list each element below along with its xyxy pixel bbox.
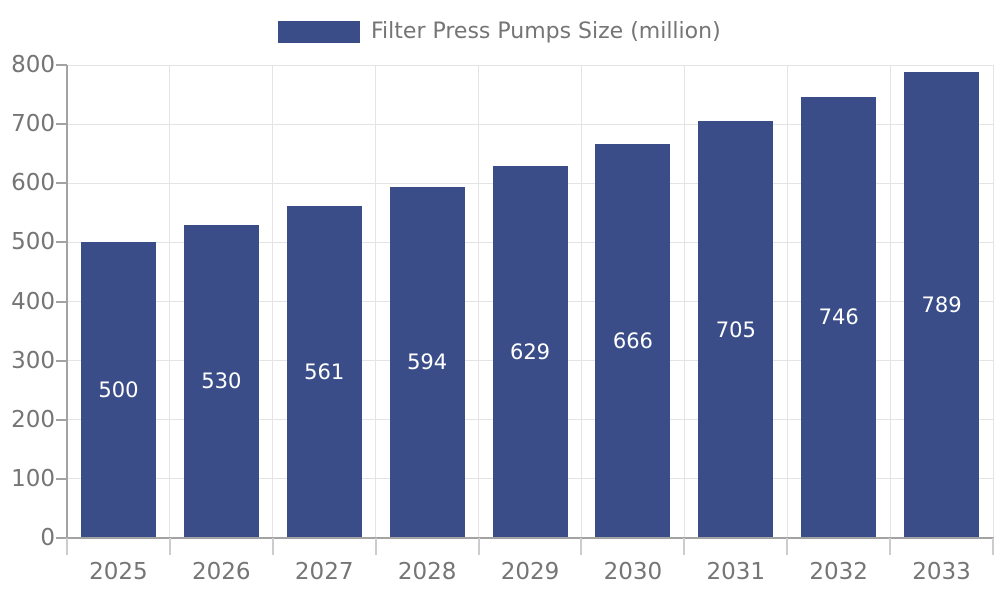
bar-2031: 705	[698, 121, 774, 538]
gridline-vertical	[889, 65, 891, 538]
y-axis-label: 300	[11, 347, 55, 374]
x-axis-label: 2025	[89, 559, 148, 585]
x-axis-label: 2032	[809, 559, 868, 585]
y-axis-tick	[56, 477, 67, 480]
x-axis-label: 2028	[397, 559, 457, 585]
y-axis-label: 0	[40, 525, 55, 551]
bar-2029: 629	[492, 166, 568, 538]
bar-value-label: 746	[818, 305, 859, 330]
x-axis-tick	[683, 538, 686, 555]
gridline-vertical	[478, 65, 480, 538]
y-axis-tick	[56, 182, 67, 185]
y-axis-label: 700	[11, 111, 55, 138]
y-axis-tick	[56, 359, 67, 362]
x-axis-tick	[786, 538, 789, 555]
gridline-vertical	[580, 65, 582, 538]
gridline-horizontal	[67, 123, 993, 125]
bar-2032: 746	[801, 96, 877, 538]
y-axis-tick	[56, 300, 67, 303]
x-axis-label: 2029	[500, 559, 560, 585]
legend-label: Filter Press Pumps Size (million)	[371, 19, 721, 44]
gridline-vertical	[169, 65, 171, 538]
y-axis-label: 500	[11, 229, 55, 256]
legend-swatch	[278, 21, 360, 43]
y-axis-line	[66, 65, 68, 538]
y-axis-tick	[56, 123, 67, 126]
gridline-vertical	[375, 65, 377, 538]
y-axis-tick	[56, 537, 67, 539]
x-axis-label: 2033	[912, 559, 971, 585]
y-axis-tick	[56, 64, 67, 66]
x-axis-label: 2030	[603, 559, 663, 585]
bar-2028: 594	[389, 186, 465, 538]
y-axis-tick	[56, 418, 67, 421]
bar-value-label: 594	[407, 350, 448, 375]
y-axis-label: 100	[11, 465, 55, 492]
bar-2025: 500	[80, 242, 156, 538]
bar-value-label: 705	[715, 317, 756, 342]
gridline-vertical	[786, 65, 788, 538]
x-axis-tick	[271, 538, 274, 555]
x-axis-tick	[168, 538, 171, 555]
y-axis-label: 800	[11, 52, 55, 78]
x-axis-tick	[580, 538, 583, 555]
bar-value-label: 629	[509, 340, 551, 365]
bar-value-label: 530	[201, 369, 242, 394]
bar-value-label: 500	[98, 378, 139, 403]
x-axis-tick	[992, 538, 994, 555]
x-axis-tick	[374, 538, 377, 555]
bar-value-label: 666	[612, 329, 653, 354]
x-axis-tick	[477, 538, 480, 555]
bar-2033: 789	[904, 71, 980, 538]
bar-2027: 561	[286, 206, 362, 538]
gridline-horizontal	[67, 64, 993, 66]
y-axis-label: 200	[11, 406, 55, 433]
x-axis-tick	[889, 538, 892, 555]
gridline-vertical	[272, 65, 274, 538]
bar-2026: 530	[183, 224, 259, 538]
gridline-vertical	[683, 65, 685, 538]
bar-value-label: 789	[921, 292, 962, 317]
y-axis-label: 400	[11, 288, 55, 315]
bar-2030: 666	[595, 144, 671, 538]
x-axis-line	[66, 537, 994, 539]
y-axis-tick	[56, 241, 67, 244]
x-axis-tick	[66, 538, 68, 555]
x-axis-label: 2026	[192, 559, 251, 585]
y-axis-label: 600	[11, 170, 55, 197]
x-axis-label: 2031	[706, 559, 766, 585]
gridline-vertical	[992, 65, 994, 538]
x-axis-label: 2027	[294, 559, 354, 585]
bar-value-label: 561	[304, 360, 345, 385]
